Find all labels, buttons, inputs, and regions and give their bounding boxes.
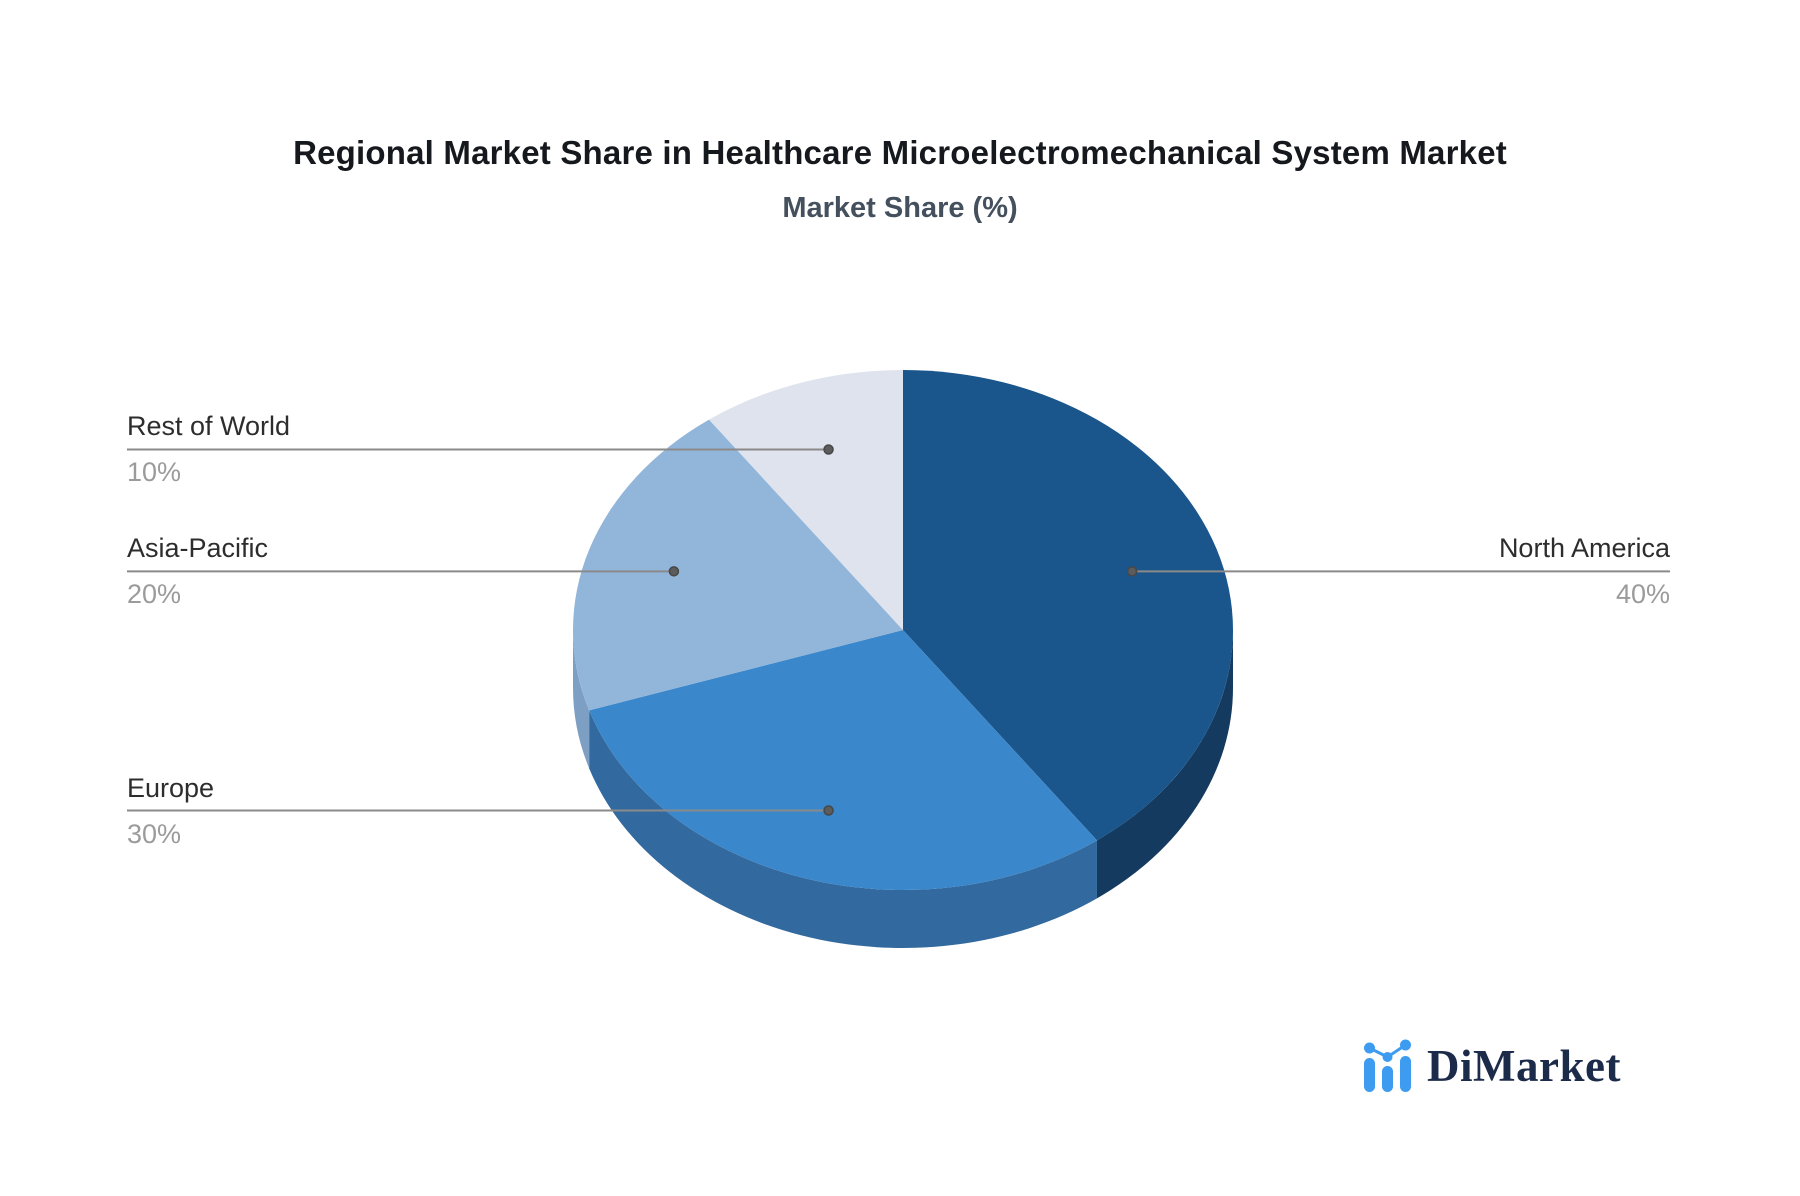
slice-value: 20% bbox=[127, 579, 182, 610]
slice-value: 30% bbox=[127, 818, 182, 849]
leader-dot bbox=[823, 805, 834, 816]
leader-dot bbox=[668, 566, 680, 577]
dimarket-logo: DiMarket bbox=[1362, 1038, 1621, 1092]
pie-slice-side-asia-pacific bbox=[573, 630, 590, 769]
slice-value: 40% bbox=[1615, 579, 1670, 610]
pie-slice-asia-pacific[interactable] bbox=[572, 419, 903, 711]
pie-slice-europe[interactable] bbox=[589, 630, 1097, 890]
slice-label: Asia-Pacific bbox=[127, 533, 269, 564]
chart-subtitle: Market Share (%) bbox=[782, 192, 1018, 224]
pie-slice-side-north-america bbox=[1096, 630, 1233, 899]
leader-dot bbox=[1126, 566, 1138, 577]
pie-slice-rest-of-world[interactable] bbox=[709, 370, 903, 630]
pie-slice-north-america[interactable] bbox=[903, 370, 1233, 841]
bar-line-chart-icon bbox=[1364, 1039, 1411, 1092]
chart-title: Regional Market Share in Healthcare Micr… bbox=[293, 134, 1507, 171]
slice-label: Europe bbox=[127, 772, 215, 803]
pie-slice-side-europe bbox=[589, 710, 1097, 948]
leader-dot bbox=[823, 444, 834, 455]
slice-label: Rest of World bbox=[127, 411, 291, 442]
logo-text: DiMarket bbox=[1427, 1041, 1621, 1091]
slice-value: 10% bbox=[127, 457, 182, 488]
slice-label: North America bbox=[1498, 533, 1670, 564]
